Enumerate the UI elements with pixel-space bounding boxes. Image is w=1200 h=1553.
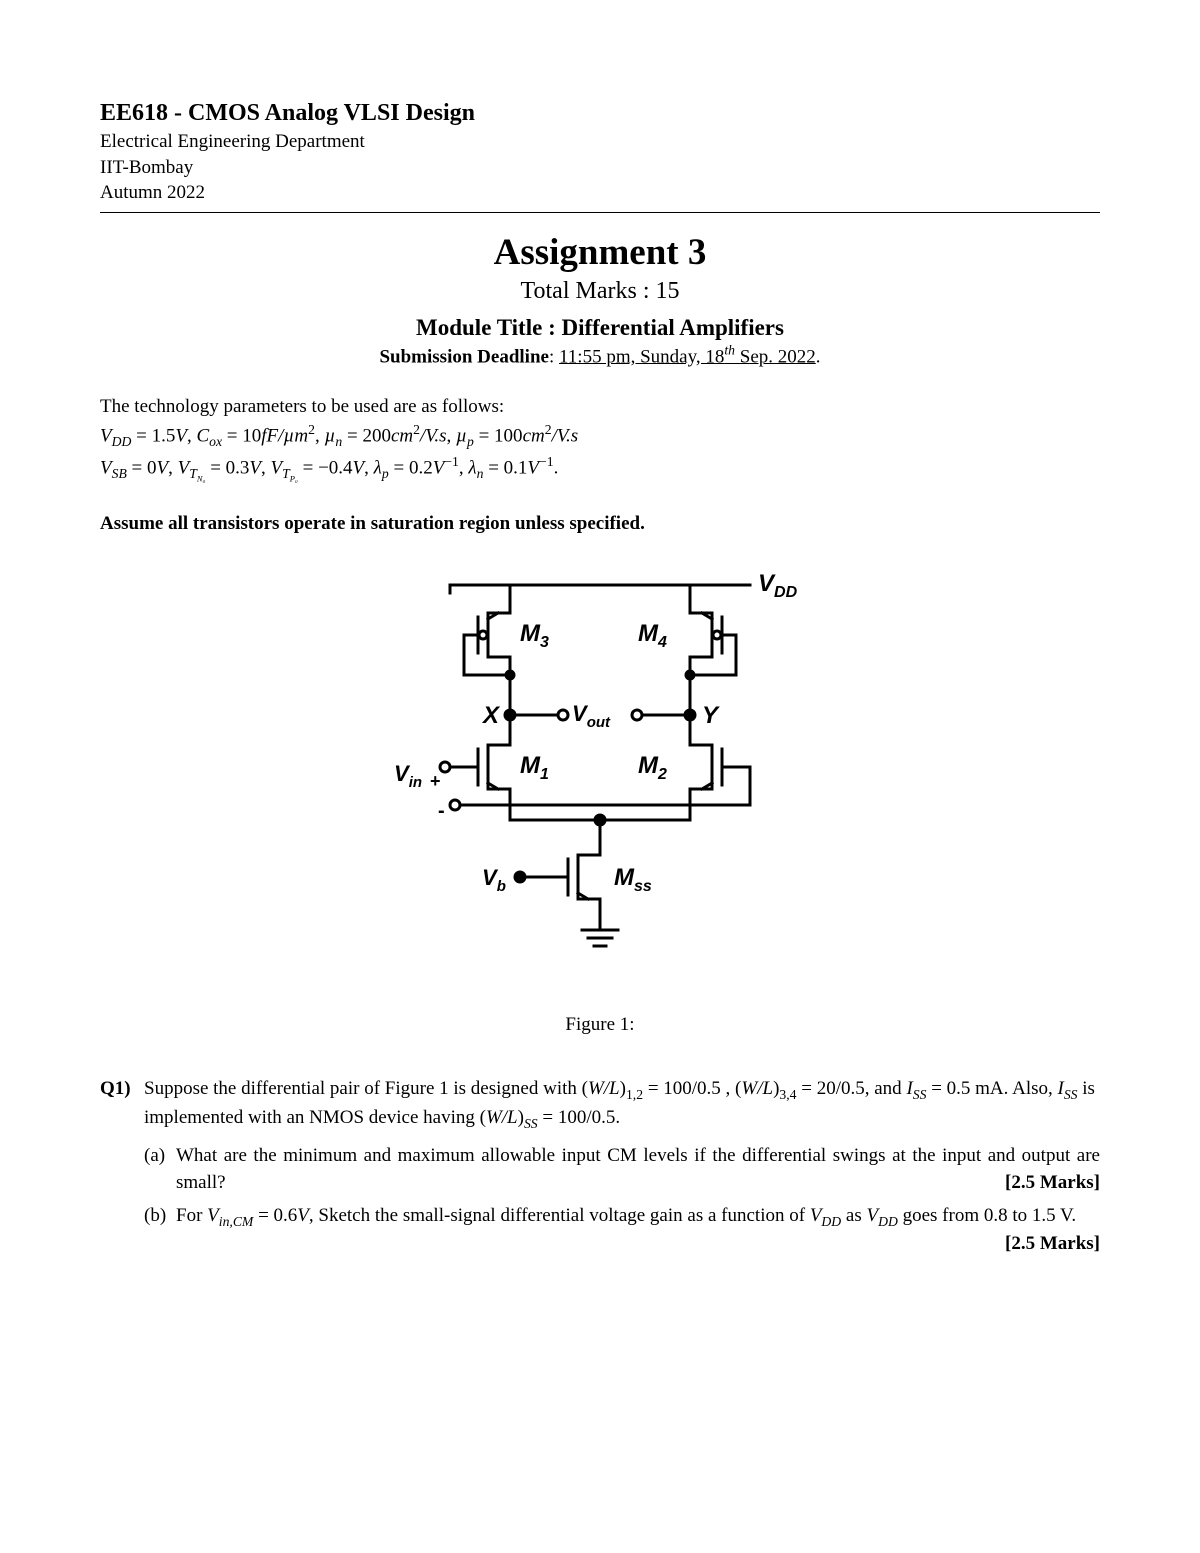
assignment-title: Assignment 3 — [100, 231, 1100, 274]
q1b-label: (b) — [144, 1203, 176, 1258]
figure-circuit: VDD M3 — [100, 565, 1100, 1000]
term: Autumn 2022 — [100, 180, 1100, 206]
q1-body: Suppose the differential pair of Figure … — [144, 1076, 1100, 1264]
q1b-marks: [2.5 Marks] — [1005, 1231, 1100, 1258]
svg-text:Vin: Vin — [394, 761, 422, 791]
assume-note: Assume all transistors operate in satura… — [100, 513, 1100, 535]
differential-amplifier-schematic: VDD M3 — [370, 565, 830, 995]
svg-text:-: - — [438, 800, 445, 822]
svg-text:Vb: Vb — [482, 865, 506, 895]
svg-text:Mss: Mss — [614, 864, 652, 895]
q1a: (a) What are the minimum and maximum all… — [144, 1143, 1100, 1197]
q1a-marks: [2.5 Marks] — [1005, 1170, 1100, 1197]
q1a-label: (a) — [144, 1143, 176, 1197]
header-block: EE618 - CMOS Analog VLSI Design Electric… — [100, 100, 1100, 213]
params-line-2: VSB = 0V, VTN₀ = 0.3V, VTP₀ = −0.4V, λp … — [100, 452, 1100, 485]
q1a-body: What are the minimum and maximum allowab… — [176, 1143, 1100, 1197]
course-title: EE618 - CMOS Analog VLSI Design — [100, 100, 1100, 127]
q1-subparts: (a) What are the minimum and maximum all… — [144, 1143, 1100, 1258]
q1b-body: For Vin,CM = 0.6V, Sketch the small-sign… — [176, 1203, 1100, 1258]
svg-text:X: X — [481, 702, 501, 729]
department: Electrical Engineering Department — [100, 129, 1100, 155]
svg-text:M2: M2 — [638, 752, 667, 783]
institute: IIT-Bombay — [100, 155, 1100, 181]
module-title: Module Title : Differential Amplifiers — [100, 315, 1100, 341]
svg-text:M3: M3 — [520, 620, 549, 651]
q1-number: Q1) — [100, 1076, 144, 1264]
svg-text:VDD: VDD — [758, 570, 798, 601]
svg-text:M4: M4 — [638, 620, 667, 651]
svg-text:Vout: Vout — [572, 701, 611, 731]
total-marks: Total Marks : 15 — [100, 278, 1100, 305]
deadline-label: Submission Deadline — [379, 346, 548, 367]
question-1: Q1) Suppose the differential pair of Fig… — [100, 1076, 1100, 1264]
q1b: (b) For Vin,CM = 0.6V, Sketch the small-… — [144, 1203, 1100, 1258]
svg-text:Y: Y — [702, 702, 720, 729]
svg-text:+: + — [430, 771, 441, 791]
figure-caption: Figure 1: — [100, 1014, 1100, 1036]
document-page: EE618 - CMOS Analog VLSI Design Electric… — [0, 0, 1200, 1334]
svg-text:M1: M1 — [520, 752, 549, 783]
params-intro: The technology parameters to be used are… — [100, 396, 1100, 418]
deadline: Submission Deadline: 11:55 pm, Sunday, 1… — [100, 343, 1100, 368]
params-line-1: VDD = 1.5V, Cox = 10fF/µm2, µn = 200cm2/… — [100, 420, 1100, 452]
